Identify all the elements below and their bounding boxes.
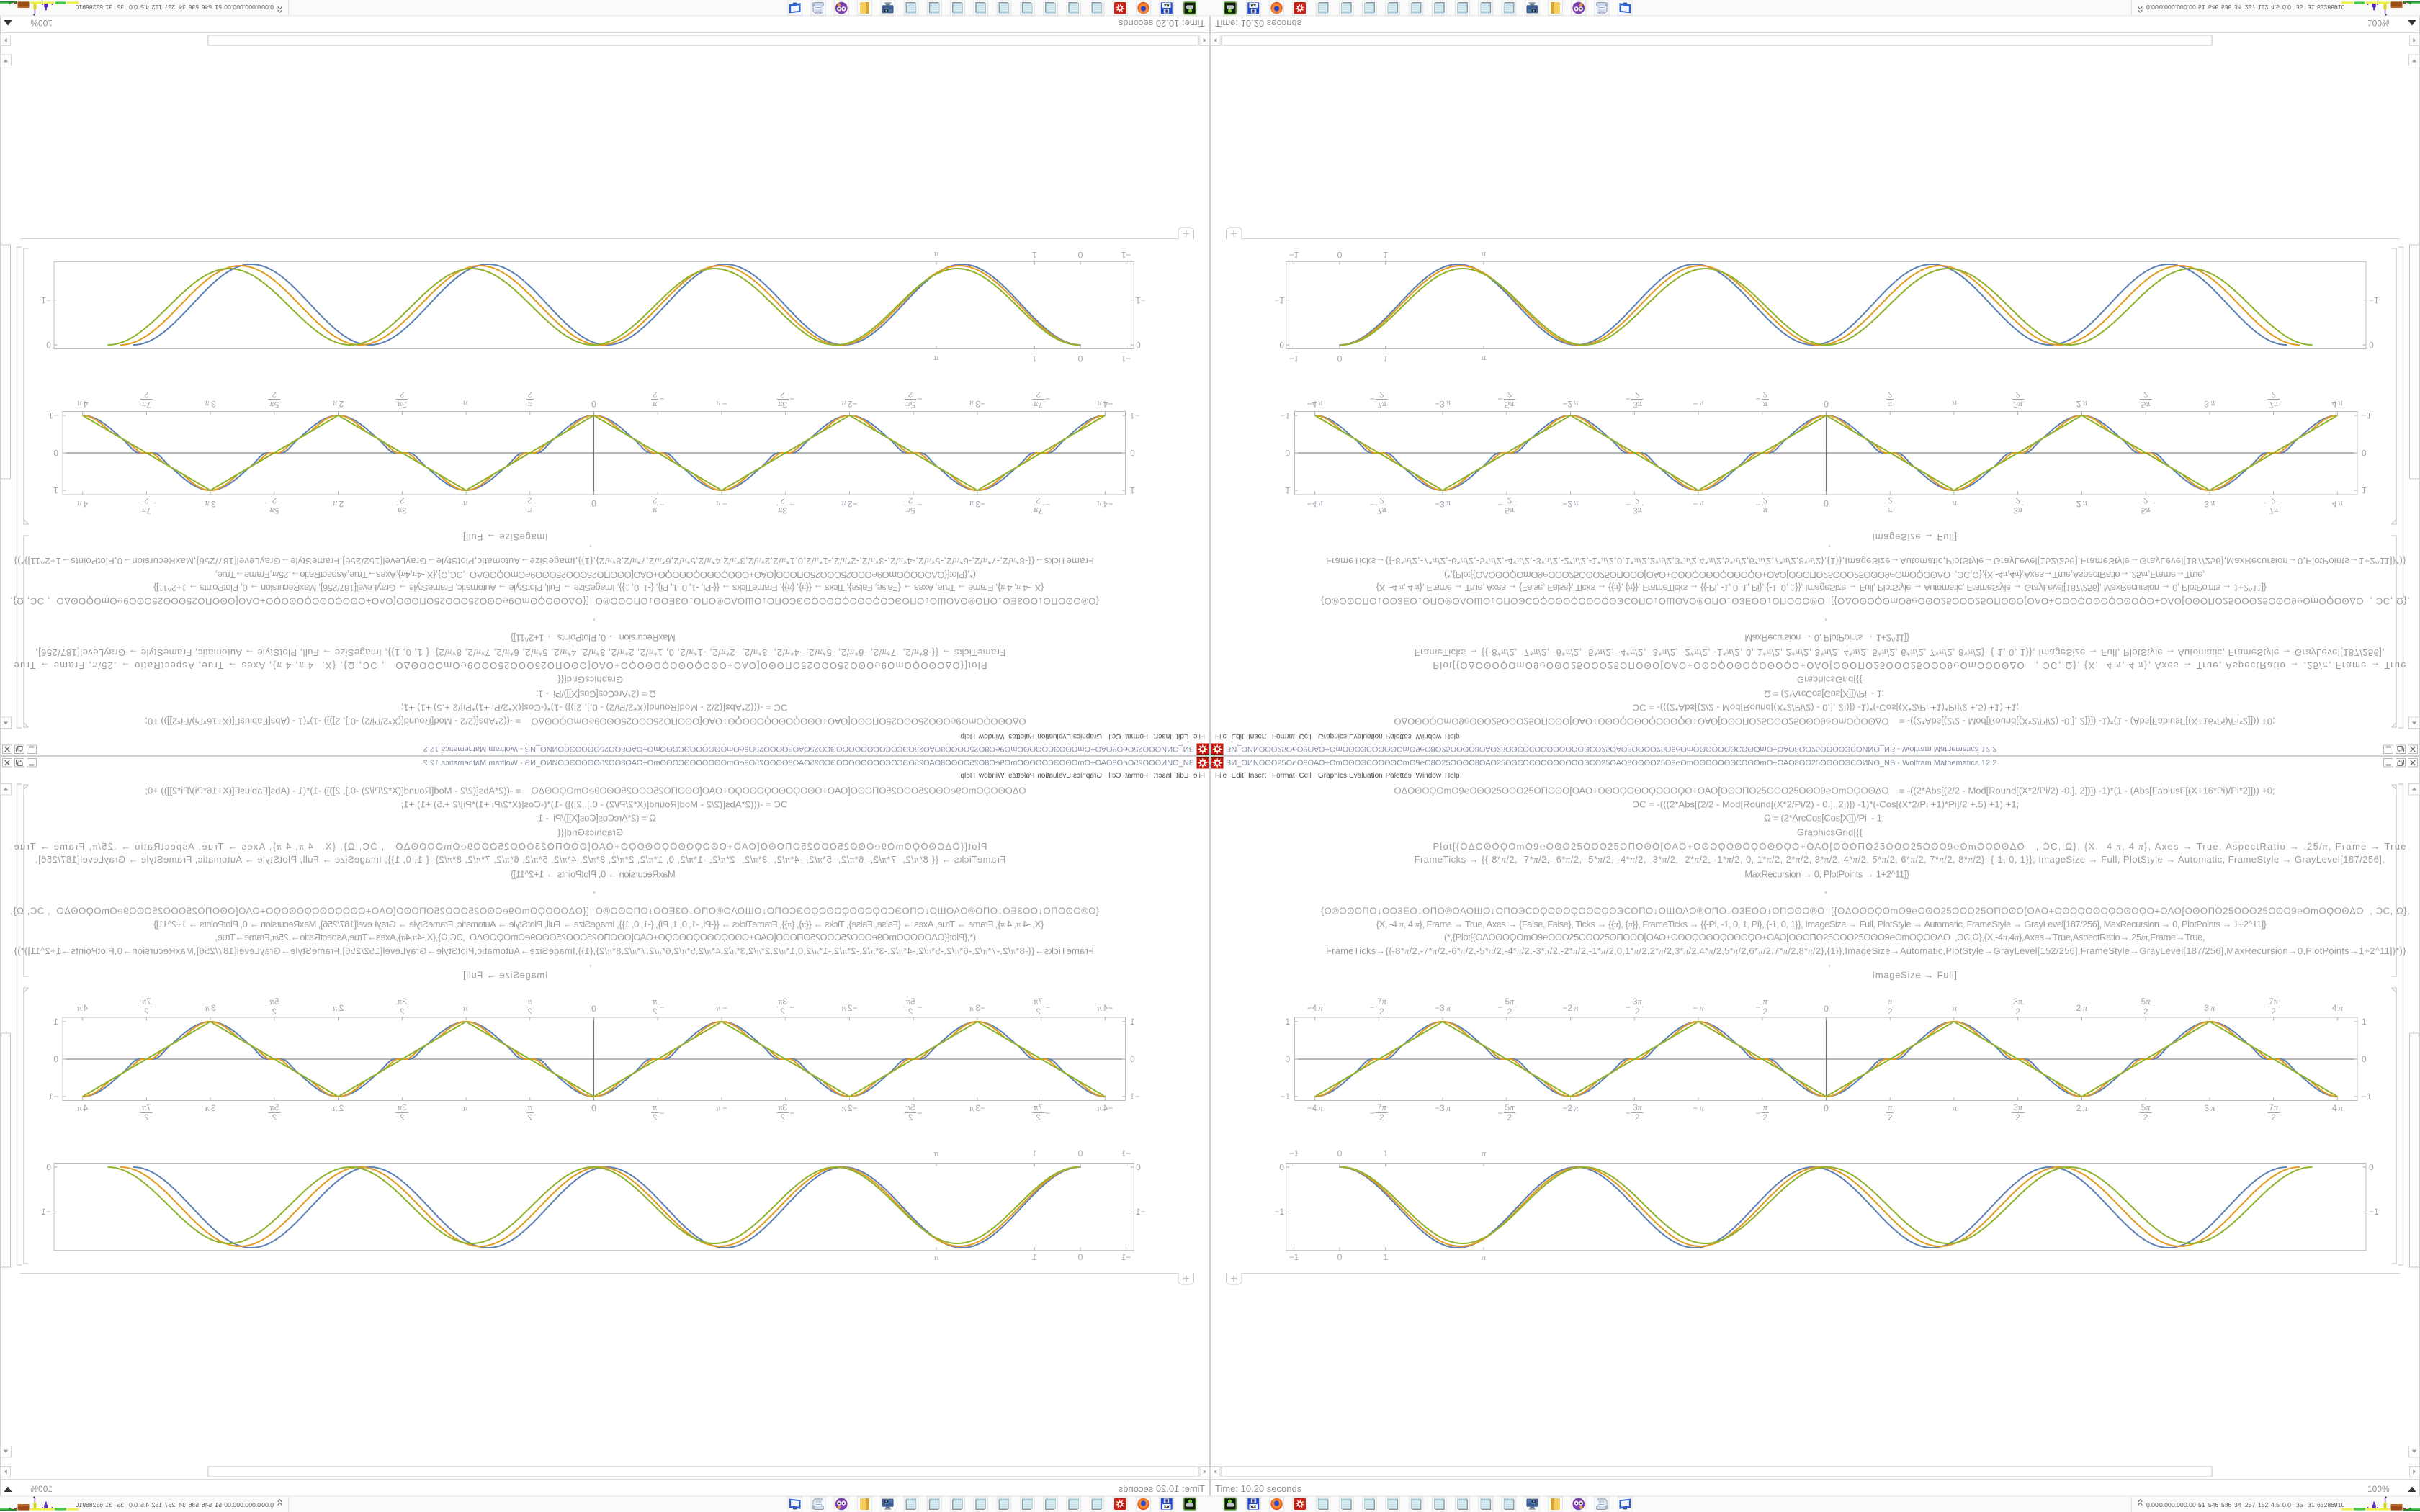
svg-text:64: 64	[1251, 2, 1257, 7]
svg-text:64: 64	[1164, 2, 1170, 7]
svg-text:64: 64	[1164, 1505, 1170, 1510]
svg-text:64: 64	[1251, 1505, 1257, 1510]
